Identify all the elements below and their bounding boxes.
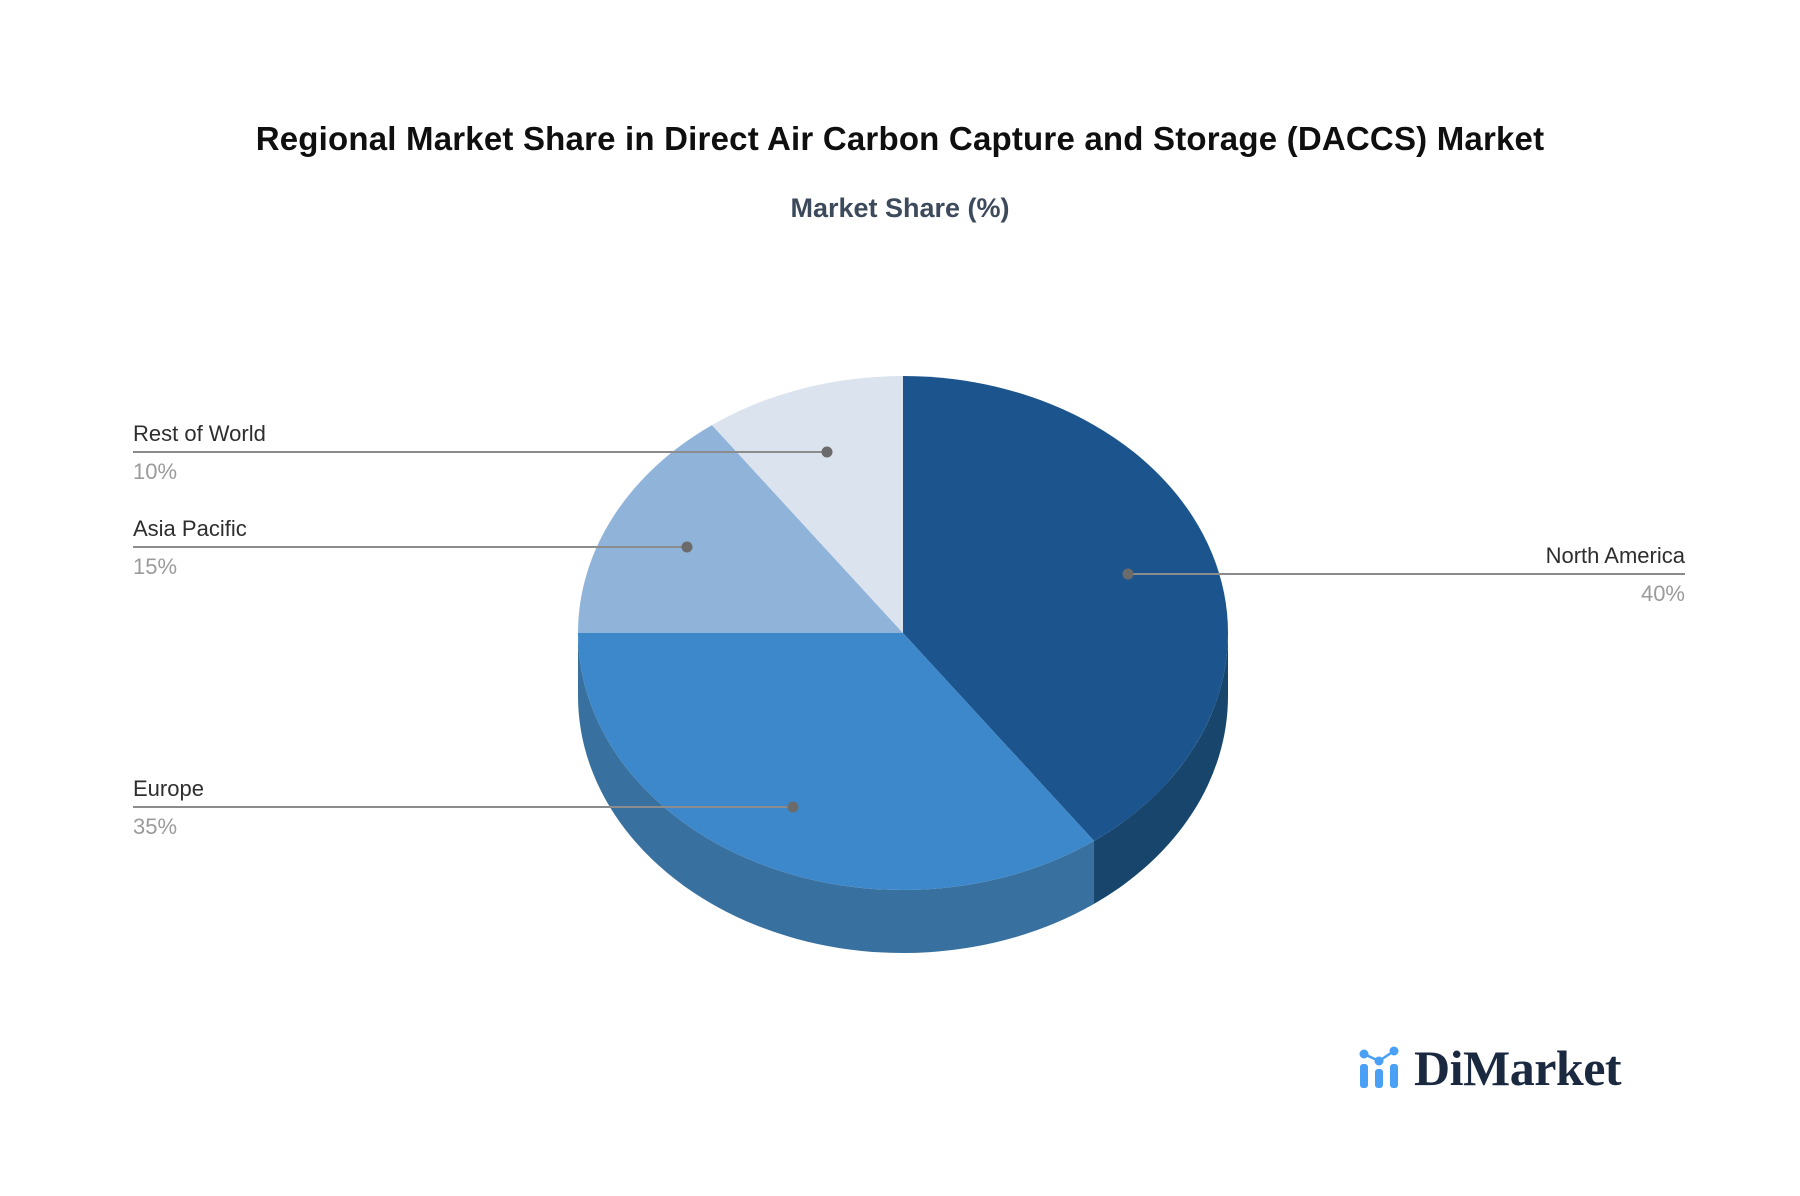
slice-label: North America [1545, 543, 1685, 568]
chart-subtitle: Market Share (%) [790, 193, 1010, 223]
pie-slice-0 [903, 376, 1229, 841]
leader-dot-2 [681, 541, 693, 553]
pie-slice-side-1 [578, 633, 1095, 954]
chart-title: Regional Market Share in Direct Air Carb… [255, 120, 1545, 157]
leader-dot-0 [1122, 568, 1134, 580]
pie-slice-3 [711, 376, 903, 633]
brand-logo-text: DiMarket [1414, 1040, 1622, 1096]
label-asia-pacific: Asia Pacific 15% [133, 515, 247, 580]
slice-label: Asia Pacific [133, 516, 247, 541]
brand-logo: DiMarket [1358, 1038, 1622, 1098]
pie-slice-1 [578, 633, 1095, 891]
label-europe: Europe 35% [133, 775, 204, 840]
leader-dot-1 [787, 801, 799, 813]
slice-pct: 40% [1640, 581, 1685, 606]
label-rest-of-world: Rest of World 10% [133, 420, 266, 485]
slice-label: Rest of World [133, 421, 266, 446]
slice-label: Europe [133, 776, 204, 801]
leader-dot-3 [821, 446, 833, 458]
pie-slice-2 [578, 425, 903, 633]
pie-slice-side-0 [1094, 633, 1228, 904]
label-north-america: North America 40% [1546, 542, 1685, 607]
bar-line-chart-icon [1359, 1046, 1399, 1088]
slice-pct: 35% [133, 814, 178, 839]
slice-pct: 15% [133, 554, 178, 579]
slice-pct: 10% [133, 459, 178, 484]
